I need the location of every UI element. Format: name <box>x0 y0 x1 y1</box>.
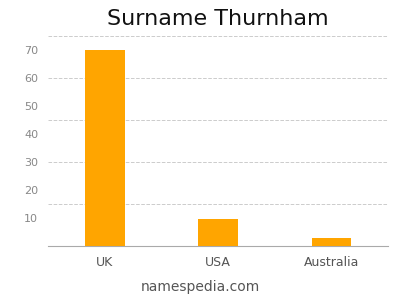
Bar <box>312 238 351 246</box>
Text: namespedia.com: namespedia.com <box>140 280 260 294</box>
Bar <box>198 219 238 246</box>
Bar <box>85 50 124 246</box>
Title: Surname Thurnham: Surname Thurnham <box>107 9 329 29</box>
